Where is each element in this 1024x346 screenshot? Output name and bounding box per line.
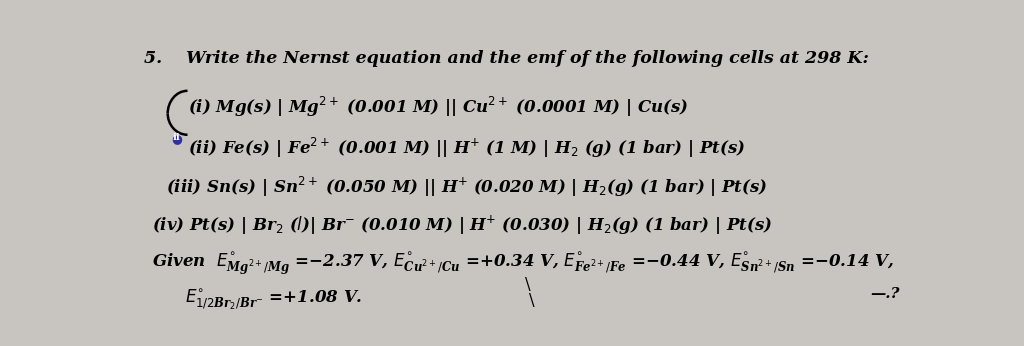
Text: 5.    Write the Nernst equation and the emf of the following cells at 298 K:: 5. Write the Nernst equation and the emf… [143, 49, 868, 66]
Text: $E^{\circ}_{1/2\mathregular{Br}_2/\mathregular{Br}^{-}}$ =+1.08 V.: $E^{\circ}_{1/2\mathregular{Br}_2/\mathr… [185, 288, 362, 312]
Text: Given  $E^{\circ}_{\mathregular{Mg}^{2+}/\mathregular{Mg}}$ =−2.37 V, $E^{\circ}: Given $E^{\circ}_{\mathregular{Mg}^{2+}/… [152, 251, 894, 277]
Text: (iii) Sn(s) | Sn$^{2+}$ (0.050 M) || H$^{+}$ (0.020 M) | H$_2$(g) (1 bar) | Pt(s: (iii) Sn(s) | Sn$^{2+}$ (0.050 M) || H$^… [166, 175, 768, 199]
Text: \: \ [524, 276, 530, 293]
Text: (ii) Fe(s) | Fe$^{2+}$ (0.001 M) || H$^{+}$ (1 M) | H$_2$ (g) (1 bar) | Pt(s): (ii) Fe(s) | Fe$^{2+}$ (0.001 M) || H$^{… [187, 136, 744, 160]
Text: (i) Mg(s) | Mg$^{2+}$ (0.001 M) || Cu$^{2+}$ (0.0001 M) | Cu(s): (i) Mg(s) | Mg$^{2+}$ (0.001 M) || Cu$^{… [187, 95, 688, 119]
Text: ●: ● [171, 132, 181, 145]
Text: \: \ [528, 292, 535, 309]
Text: —.?: —.? [870, 286, 899, 301]
Text: (iv) Pt(s) | Br$_2$ ($l$)| Br$^{-}$ (0.010 M) | H$^{+}$ (0.030) | H$_2$(g) (1 ba: (iv) Pt(s) | Br$_2$ ($l$)| Br$^{-}$ (0.0… [152, 213, 772, 237]
Text: ii: ii [172, 133, 180, 142]
